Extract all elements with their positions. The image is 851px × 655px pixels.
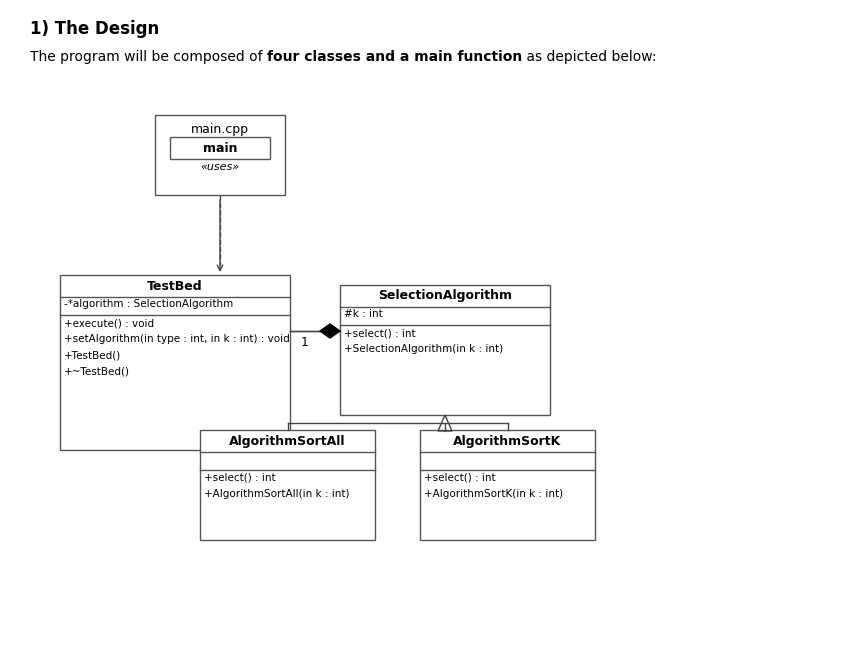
Text: +TestBed(): +TestBed() — [64, 350, 121, 360]
Text: +select() : int: +select() : int — [424, 473, 495, 483]
Text: as depicted below:: as depicted below: — [523, 50, 657, 64]
Bar — [200, 430, 375, 540]
Text: 1) The Design: 1) The Design — [30, 20, 159, 38]
Bar — [420, 430, 595, 540]
Polygon shape — [320, 324, 340, 338]
Text: four classes and a main function: four classes and a main function — [267, 50, 523, 64]
Text: +execute() : void: +execute() : void — [64, 318, 154, 328]
Bar — [170, 137, 270, 159]
Text: main.cpp: main.cpp — [191, 123, 249, 136]
Text: +select() : int: +select() : int — [344, 328, 415, 338]
Text: main: main — [203, 141, 237, 155]
Text: «uses»: «uses» — [201, 162, 240, 172]
Text: SelectionAlgorithm: SelectionAlgorithm — [378, 290, 512, 303]
Text: The program will be composed of: The program will be composed of — [30, 50, 267, 64]
Text: -*algorithm : SelectionAlgorithm: -*algorithm : SelectionAlgorithm — [64, 299, 233, 309]
Bar — [155, 115, 285, 195]
Text: +SelectionAlgorithm(in k : int): +SelectionAlgorithm(in k : int) — [344, 344, 503, 354]
Text: TestBed: TestBed — [147, 280, 203, 293]
Bar — [60, 275, 290, 450]
Text: +~TestBed(): +~TestBed() — [64, 366, 130, 376]
Text: +AlgorithmSortAll(in k : int): +AlgorithmSortAll(in k : int) — [204, 489, 350, 499]
Text: AlgorithmSortK: AlgorithmSortK — [454, 434, 562, 447]
Bar — [340, 285, 550, 415]
Text: +setAlgorithm(in type : int, in k : int) : void: +setAlgorithm(in type : int, in k : int)… — [64, 334, 289, 344]
Text: AlgorithmSortAll: AlgorithmSortAll — [229, 434, 346, 447]
Text: +select() : int: +select() : int — [204, 473, 276, 483]
Text: +AlgorithmSortK(in k : int): +AlgorithmSortK(in k : int) — [424, 489, 563, 499]
Text: #k : int: #k : int — [344, 309, 383, 319]
Text: 1: 1 — [301, 336, 309, 349]
